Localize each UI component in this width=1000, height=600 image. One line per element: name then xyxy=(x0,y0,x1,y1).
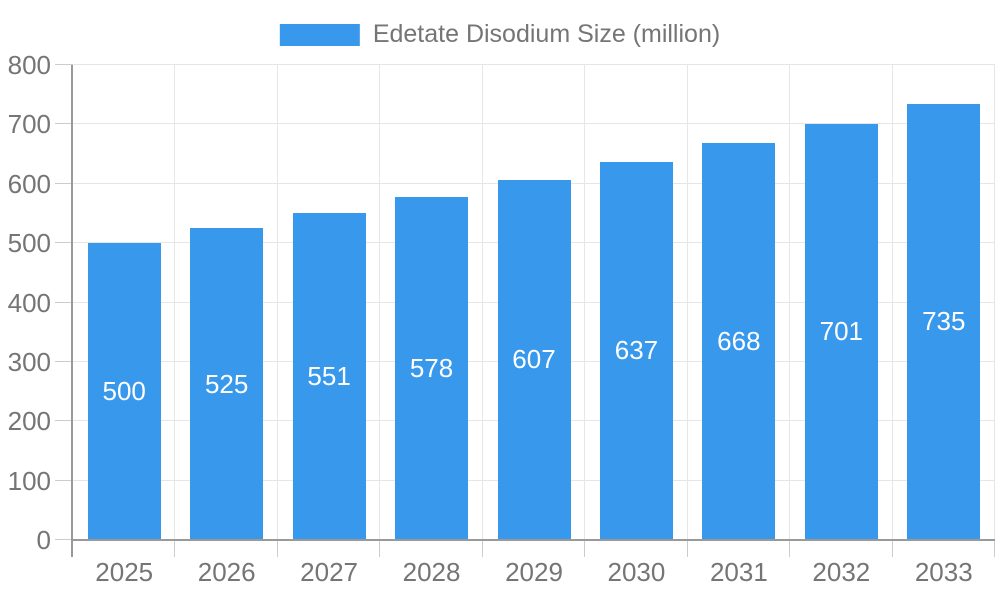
bar-value-label: 735 xyxy=(922,306,966,337)
hgridline xyxy=(73,64,995,65)
bar-value-label: 578 xyxy=(409,352,454,383)
bar-value-label: 607 xyxy=(512,344,556,375)
y-tick-label: 600 xyxy=(7,168,51,199)
x-tick-label: 2031 xyxy=(709,557,768,587)
y-axis-tick xyxy=(55,479,73,481)
bar[interactable]: 637 xyxy=(599,161,673,540)
x-axis-tick xyxy=(584,540,586,557)
x-tick-label: 2026 xyxy=(197,557,256,587)
y-axis-tick xyxy=(55,420,73,422)
y-axis-tick xyxy=(55,123,73,125)
bar[interactable]: 525 xyxy=(190,228,264,540)
x-axis-tick xyxy=(276,540,278,557)
y-axis-tick xyxy=(55,182,73,184)
y-axis-tick xyxy=(55,360,73,362)
x-tick-label: 2029 xyxy=(505,557,563,587)
y-tick-label: 200 xyxy=(7,406,51,437)
x-axis-tick xyxy=(174,540,176,557)
vgridline xyxy=(789,65,791,540)
bar-value-label: 551 xyxy=(307,360,351,391)
plot-area: 0 100 200 300 400 500 600 700 800 500 525 551 578 607… xyxy=(8,50,995,587)
y-axis-tick xyxy=(55,301,73,303)
bar-value-label: 668 xyxy=(717,326,761,357)
x-axis-line xyxy=(73,539,995,541)
bar[interactable]: 578 xyxy=(395,196,469,540)
y-tick-label: 100 xyxy=(7,465,51,496)
bar[interactable]: 551 xyxy=(292,212,366,540)
legend[interactable]: Edetate Disodium Size (million) xyxy=(279,20,721,49)
x-tick-label: 2028 xyxy=(402,557,461,587)
bar[interactable]: 701 xyxy=(804,123,878,540)
vgridline xyxy=(891,65,893,540)
vgridline xyxy=(379,65,381,540)
x-tick-label: 2033 xyxy=(914,557,973,587)
vgridline xyxy=(276,65,278,540)
x-tick-label: 2032 xyxy=(812,557,871,587)
y-tick-label: 800 xyxy=(7,50,51,80)
y-axis-tick xyxy=(55,242,73,244)
bar[interactable]: 735 xyxy=(907,103,981,540)
legend-label: Edetate Disodium Size (million) xyxy=(372,20,721,48)
vgridline xyxy=(686,65,688,540)
hgridline xyxy=(73,123,995,125)
bar-value-label: 500 xyxy=(102,376,146,407)
vgridline xyxy=(584,65,586,540)
x-tick-label: 2027 xyxy=(300,557,359,587)
x-tick-label: 2025 xyxy=(95,557,154,587)
y-tick-label: 0 xyxy=(36,525,51,555)
y-tick-label: 500 xyxy=(7,228,51,259)
x-axis-tick xyxy=(994,540,995,557)
legend-swatch xyxy=(279,23,360,46)
y-tick-label: 700 xyxy=(7,109,51,140)
y-axis-tick xyxy=(55,539,73,540)
y-tick-label: 300 xyxy=(7,346,51,377)
x-axis-tick xyxy=(379,540,381,557)
vgridline xyxy=(481,65,483,540)
x-axis-tick xyxy=(481,540,483,557)
bar[interactable]: 607 xyxy=(497,179,571,540)
bar-value-label: 525 xyxy=(204,368,249,399)
x-axis-tick xyxy=(891,540,893,557)
bar-value-label: 701 xyxy=(819,316,864,347)
y-tick-label: 400 xyxy=(7,287,51,318)
vgridline xyxy=(174,65,176,540)
y-axis-tick xyxy=(55,64,73,65)
vgridline xyxy=(994,65,995,540)
bar[interactable]: 668 xyxy=(702,143,776,540)
bar[interactable]: 500 xyxy=(87,243,161,540)
x-axis-tick xyxy=(686,540,688,557)
x-axis-tick xyxy=(789,540,791,557)
bar-value-label: 637 xyxy=(614,335,659,366)
y-axis-line xyxy=(71,65,73,557)
x-tick-label: 2030 xyxy=(607,557,666,587)
